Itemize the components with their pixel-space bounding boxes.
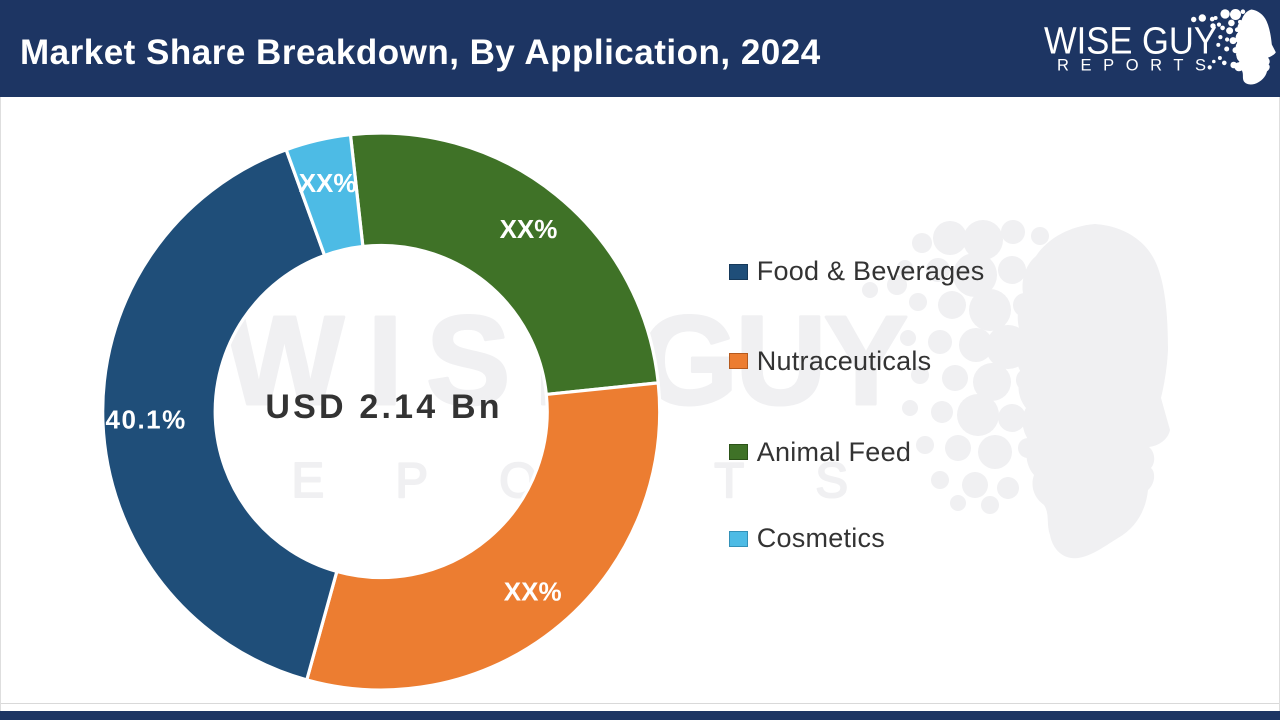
- svg-text:REPORTS: REPORTS: [185, 454, 848, 508]
- svg-text:XX%: XX%: [299, 168, 357, 198]
- svg-text:XX%: XX%: [500, 214, 558, 244]
- svg-text:40.1%: 40.1%: [106, 404, 186, 434]
- svg-text:GUY: GUY: [640, 290, 908, 431]
- svg-text:WISE GUY: WISE GUY: [1044, 21, 1217, 63]
- svg-text:XX%: XX%: [504, 576, 562, 606]
